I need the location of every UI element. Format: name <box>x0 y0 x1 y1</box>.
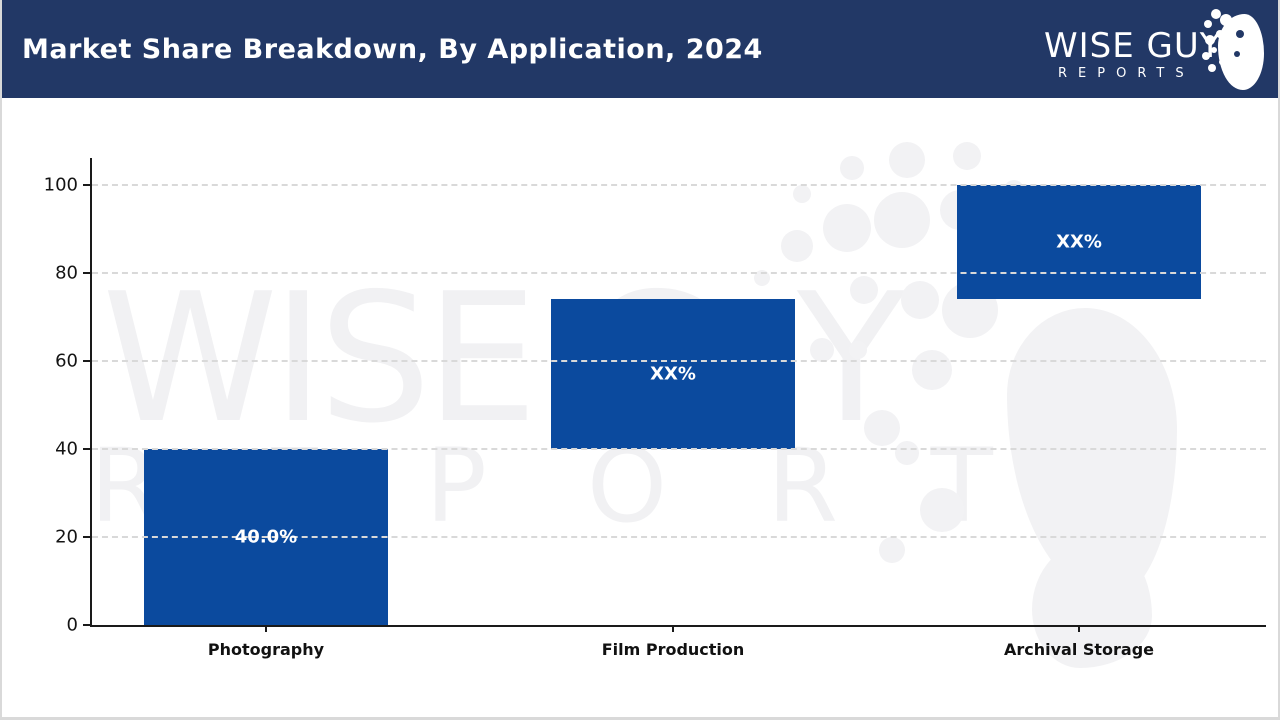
logo-head-dot <box>1211 9 1221 19</box>
y-tick-mark <box>83 448 90 450</box>
bar-value-label: XX% <box>650 363 696 385</box>
logo-head-dot <box>1211 47 1217 53</box>
watermark-head-chin <box>1032 538 1152 668</box>
gridline <box>92 272 1266 274</box>
gridline <box>92 536 1266 538</box>
bar-segment <box>551 299 795 449</box>
y-tick-label: 80 <box>55 262 78 284</box>
logo-head-dot <box>1202 52 1210 60</box>
bar-segment <box>957 185 1201 300</box>
x-category-label: Film Production <box>601 640 745 659</box>
watermark-dot <box>901 281 939 319</box>
watermark-dot <box>810 338 834 362</box>
watermark-dot <box>754 270 770 286</box>
logo-head-dot <box>1219 59 1225 65</box>
watermark-dot <box>920 488 964 532</box>
watermark-dot <box>849 341 867 359</box>
gridline <box>92 360 1266 362</box>
logo-head-dot <box>1219 41 1229 51</box>
header-bar: Market Share Breakdown, By Application, … <box>2 0 1278 98</box>
logo-face-detail-dot <box>1234 51 1240 57</box>
page-title: Market Share Breakdown, By Application, … <box>22 34 763 65</box>
y-tick-mark <box>83 624 90 626</box>
watermark-dot <box>889 142 925 178</box>
gridline <box>92 448 1266 450</box>
watermark-dot <box>879 537 905 563</box>
x-axis-spine <box>90 625 1266 627</box>
x-category-label: Photography <box>207 640 325 659</box>
y-tick-mark <box>83 536 90 538</box>
logo-face-shape <box>1218 14 1264 90</box>
y-tick-label: 100 <box>43 174 78 196</box>
watermark-dot <box>953 142 981 170</box>
watermark-dot <box>781 230 813 262</box>
watermark-dot <box>864 410 900 446</box>
watermark-dot <box>895 441 919 465</box>
x-category-label: Archival Storage <box>1003 640 1155 659</box>
logo-subtext: REPORTS <box>1058 66 1195 81</box>
watermark-dot <box>912 350 952 390</box>
logo-head-icon <box>1196 6 1266 94</box>
watermark-dot <box>840 156 864 180</box>
logo-wordmark: WISE GUY <box>1044 26 1222 66</box>
y-tick-label: 60 <box>55 350 78 372</box>
logo-head-dot <box>1220 14 1232 26</box>
wise-guy-reports-logo: WISE GUY REPORTS <box>1016 6 1266 94</box>
y-tick-mark <box>83 184 90 186</box>
y-tick-mark <box>83 360 90 362</box>
logo-head-dot <box>1226 54 1234 62</box>
watermark-dot <box>793 185 811 203</box>
logo-head-dot <box>1216 30 1224 38</box>
logo-head-dot <box>1205 35 1215 45</box>
y-tick-label: 0 <box>66 614 78 636</box>
y-tick-label: 20 <box>55 526 78 548</box>
bar-value-label: 40.0% <box>234 526 298 548</box>
plot-canvas: WISE G Y REPORTS 40.0% Photography XX% Film… <box>2 98 1278 717</box>
x-tick-mark <box>672 625 674 632</box>
y-tick-mark <box>83 272 90 274</box>
logo-face-detail-dot <box>1236 30 1244 38</box>
gridline <box>92 184 1266 186</box>
watermark-dot <box>850 276 878 304</box>
y-axis-spine <box>90 158 92 627</box>
logo-head-dot <box>1208 64 1216 72</box>
x-tick-mark <box>1078 625 1080 632</box>
y-tick-label: 40 <box>55 438 78 460</box>
logo-head-dot <box>1204 20 1212 28</box>
watermark-dot <box>874 192 930 248</box>
logo-head-dot <box>1226 30 1234 38</box>
watermark-dot <box>823 204 871 252</box>
x-tick-mark <box>265 625 267 632</box>
bar-value-label: XX% <box>1056 231 1102 253</box>
